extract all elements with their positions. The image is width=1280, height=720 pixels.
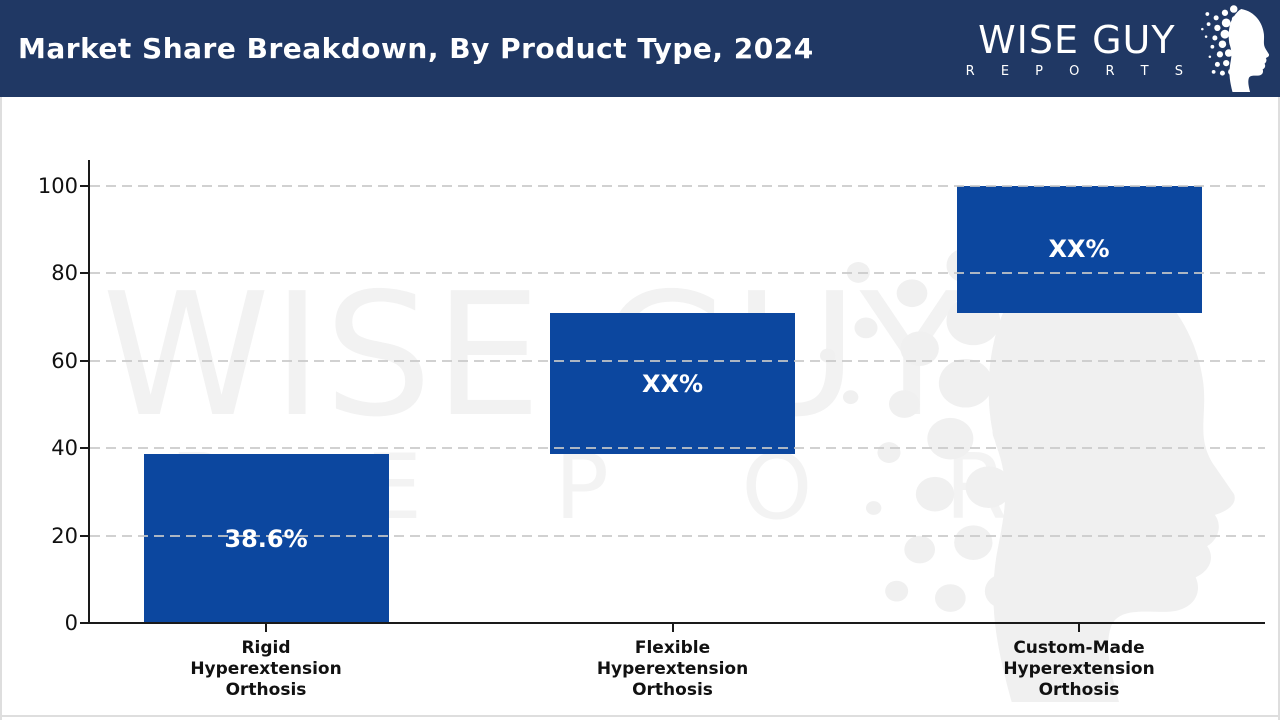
frame-bottom-line [0,715,1280,717]
gridline-100 [90,185,1265,187]
logo-text: WISE GUY R E P O R T S [960,18,1194,79]
y-tick-label-40: 40 [51,436,78,461]
x-category-label-1: Rigid Hyperextension Orthosis [190,638,342,700]
y-tick-20 [80,534,88,537]
y-tick-label-80: 80 [51,261,78,286]
gridline-60 [90,359,1265,362]
logo-subtitle: R E P O R T S [965,63,1194,79]
x-axis-spine [88,622,1265,624]
y-tick-label-100: 100 [37,174,78,198]
logo-face-icon [1201,5,1270,92]
y-tick-label-0: 0 [64,611,78,635]
gridline-80 [90,272,1265,275]
bar-value-label-1: 38.6% [224,524,308,553]
bar-value-label-3: XX% [1048,235,1110,264]
y-axis-spine [88,160,90,624]
y-tick-0 [80,622,88,624]
x-tick-2 [671,624,674,632]
y-tick-label-60: 60 [51,348,78,373]
page-title: Market Share Breakdown, By Product Type,… [18,32,814,65]
x-tick-1 [265,624,267,632]
x-tick-3 [1078,624,1080,632]
bar-segment-3 [956,186,1202,313]
gridline-40 [90,447,1265,450]
y-tick-80 [80,272,88,275]
y-tick-100 [80,185,88,187]
watermark-wordmark: WISE GUY [102,257,966,455]
wise-guy-logo: WISE GUY R E P O R T S [960,4,1274,92]
x-category-label-2: Flexible Hyperextension Orthosis [596,638,749,700]
bar-segment-2 [550,312,795,455]
gridline-20 [90,534,1265,537]
bar-value-label-2: XX% [641,369,704,398]
watermark-face-icon [820,223,1235,702]
y-tick-40 [80,447,88,450]
bar-segment-1 [143,454,389,623]
chart-canvas: WISE GUY R E P O R T S 02040608010038.6%… [0,97,1280,720]
header-bar: Market Share Breakdown, By Product Type,… [0,0,1280,97]
logo-wordmark: WISE GUY [978,17,1176,62]
y-tick-label-20: 20 [51,523,78,548]
x-category-label-3: Custom-Made Hyperextension Orthosis [1003,638,1155,700]
y-tick-60 [80,359,88,362]
